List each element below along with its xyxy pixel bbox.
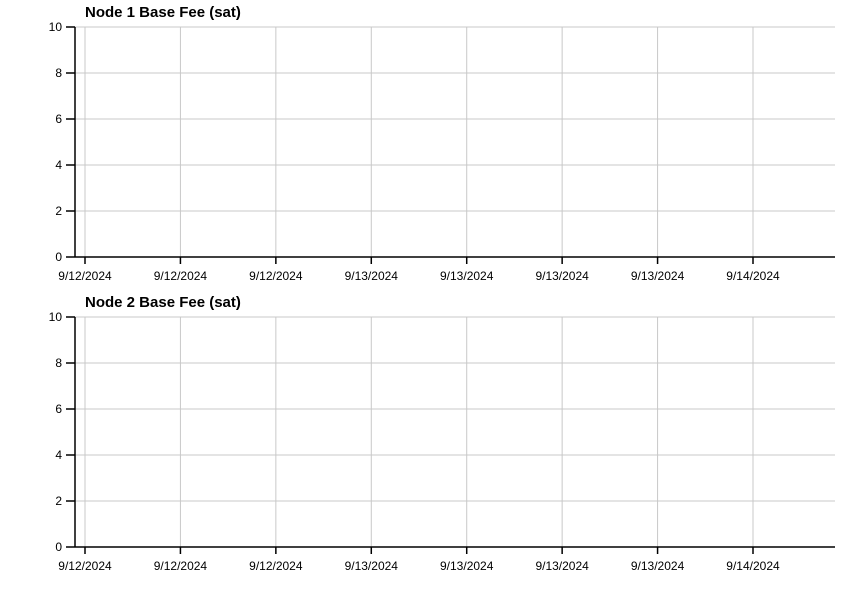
x-tick-label: 9/12/2024	[58, 269, 112, 283]
y-tick-label: 8	[55, 356, 62, 370]
y-tick-label: 2	[55, 204, 62, 218]
y-tick-label: 0	[55, 250, 62, 264]
y-tick-label: 4	[55, 448, 62, 462]
x-tick-label: 9/13/2024	[440, 559, 494, 573]
y-tick-label: 10	[48, 310, 62, 324]
x-tick-label: 9/12/2024	[249, 269, 303, 283]
x-tick-label: 9/13/2024	[344, 559, 398, 573]
x-tick-label: 9/12/2024	[249, 559, 303, 573]
node-1-base-fee-chart: Node 1 Base Fee (sat) 0 2 4 6 8 10 9/12/2024 9/…	[0, 0, 860, 290]
y-tick-label: 6	[55, 112, 62, 126]
x-tick-label: 9/14/2024	[726, 269, 780, 283]
y-tick-label: 10	[48, 20, 62, 34]
y-tick-label: 2	[55, 494, 62, 508]
x-tick-label: 9/12/2024	[153, 559, 208, 573]
x-tick-label: 9/13/2024	[344, 269, 398, 283]
chart-canvas	[66, 26, 835, 264]
x-tick-label: 9/14/2024	[726, 559, 780, 573]
x-tick-label: 9/13/2024	[630, 269, 685, 283]
chart-title-node-2: Node 2 Base Fee (sat)	[85, 294, 241, 311]
y-tick-label: 6	[55, 402, 62, 416]
chart-canvas	[66, 316, 835, 554]
x-tick-label: 9/13/2024	[440, 269, 494, 283]
y-tick-label: 0	[55, 540, 62, 554]
y-tick-label: 8	[55, 66, 62, 80]
y-tick-label: 4	[55, 158, 62, 172]
node-2-base-fee-chart: Node 2 Base Fee (sat) 0 2 4 6 8 10 9/12/2024 9/…	[0, 290, 860, 580]
x-tick-label: 9/13/2024	[535, 269, 589, 283]
x-tick-label: 9/12/2024	[58, 559, 112, 573]
x-tick-label: 9/13/2024	[630, 559, 685, 573]
chart-title-node-1: Node 1 Base Fee (sat)	[85, 4, 241, 21]
x-tick-label: 9/12/2024	[153, 269, 208, 283]
x-tick-label: 9/13/2024	[535, 559, 589, 573]
